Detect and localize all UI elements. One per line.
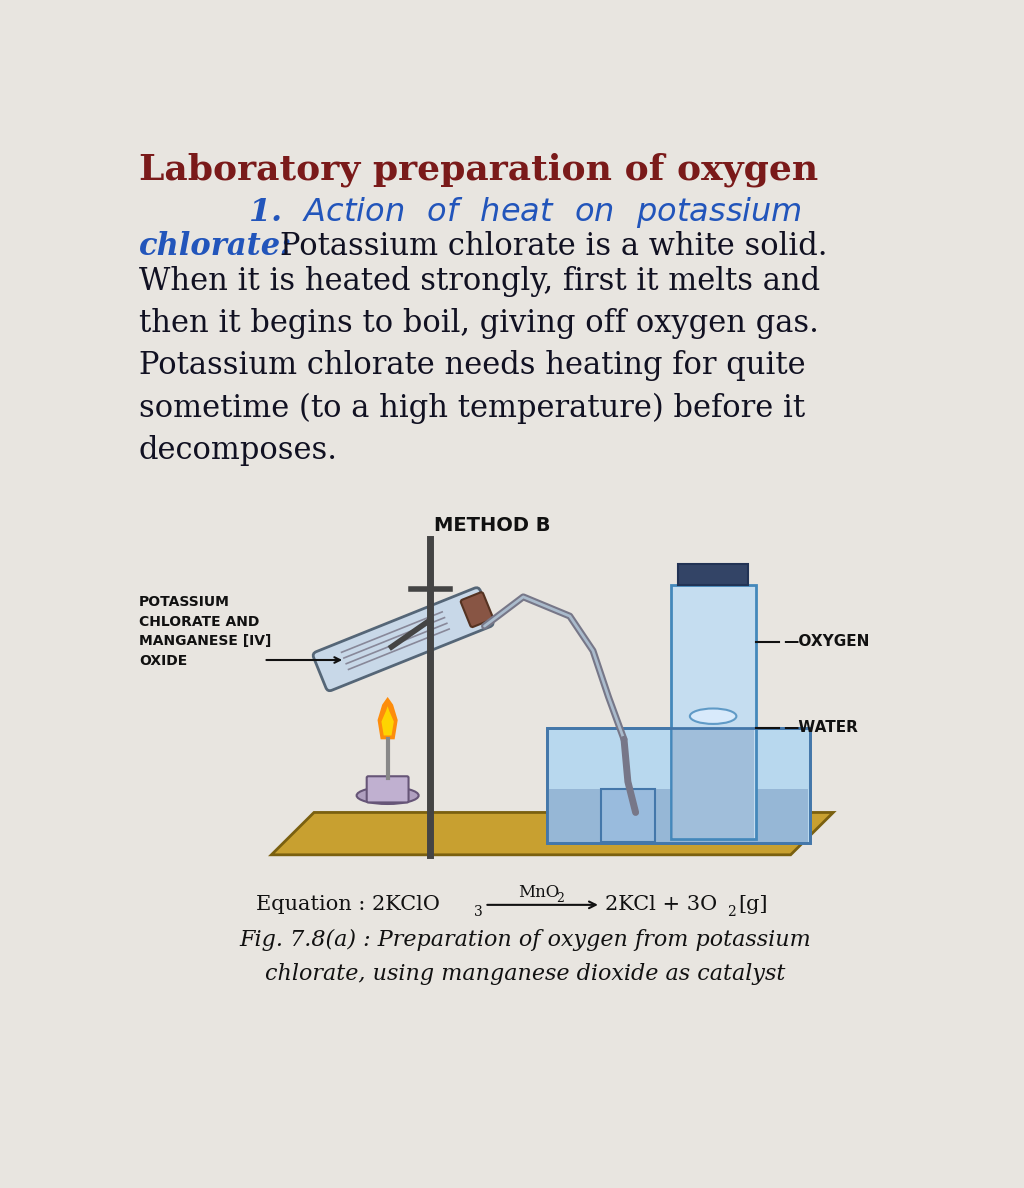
Ellipse shape: [356, 786, 419, 804]
Text: Laboratory preparation of oxygen: Laboratory preparation of oxygen: [139, 152, 818, 187]
Text: chlorate:: chlorate:: [139, 232, 292, 263]
Bar: [671, 586, 756, 840]
Text: Potassium chlorate needs heating for quite: Potassium chlorate needs heating for qui…: [139, 350, 806, 381]
Text: 2: 2: [727, 905, 736, 918]
Text: sometime (to a high temperature) before it: sometime (to a high temperature) before …: [139, 393, 805, 424]
Bar: [601, 789, 655, 842]
Text: 3: 3: [474, 905, 483, 918]
FancyBboxPatch shape: [367, 776, 409, 802]
Text: then it begins to boil, giving off oxygen gas.: then it begins to boil, giving off oxyge…: [139, 308, 819, 339]
Text: 2KCl + 3O: 2KCl + 3O: [604, 896, 717, 915]
Text: POTASSIUM
CHLORATE AND
MANGANESE [IV]
OXIDE: POTASSIUM CHLORATE AND MANGANESE [IV] OX…: [139, 595, 271, 668]
Polygon shape: [378, 697, 397, 739]
Bar: [672, 728, 755, 838]
Ellipse shape: [690, 708, 736, 723]
Text: chlorate, using manganese dioxide as catalyst: chlorate, using manganese dioxide as cat…: [264, 963, 785, 985]
Text: —WATER: —WATER: [783, 720, 858, 735]
FancyBboxPatch shape: [547, 728, 810, 843]
Text: [g]: [g]: [738, 896, 768, 915]
FancyBboxPatch shape: [313, 588, 494, 690]
Text: METHOD B: METHOD B: [434, 517, 551, 536]
Text: —OXYGEN: —OXYGEN: [783, 634, 869, 649]
Text: 2: 2: [557, 892, 564, 905]
Bar: [678, 564, 748, 586]
Text: Equation : 2KClO: Equation : 2KClO: [256, 896, 439, 915]
Text: When it is heated strongly, first it melts and: When it is heated strongly, first it mel…: [139, 266, 820, 297]
Polygon shape: [381, 706, 394, 735]
Text: Fig. 7.8(a) : Preparation of oxygen from potassium: Fig. 7.8(a) : Preparation of oxygen from…: [239, 929, 811, 950]
Text: decomposes.: decomposes.: [139, 435, 338, 466]
Bar: [548, 789, 809, 842]
Text: 1.  $\it{Action}$  $\it{of}$  $\it{heat}$  $\it{on}$  $\it{potassium}$: 1. $\it{Action}$ $\it{of}$ $\it{heat}$ $…: [248, 195, 802, 230]
Polygon shape: [271, 813, 834, 855]
Text: Potassium chlorate is a white solid.: Potassium chlorate is a white solid.: [280, 232, 827, 263]
FancyBboxPatch shape: [461, 593, 493, 627]
Text: MnO: MnO: [518, 884, 559, 901]
